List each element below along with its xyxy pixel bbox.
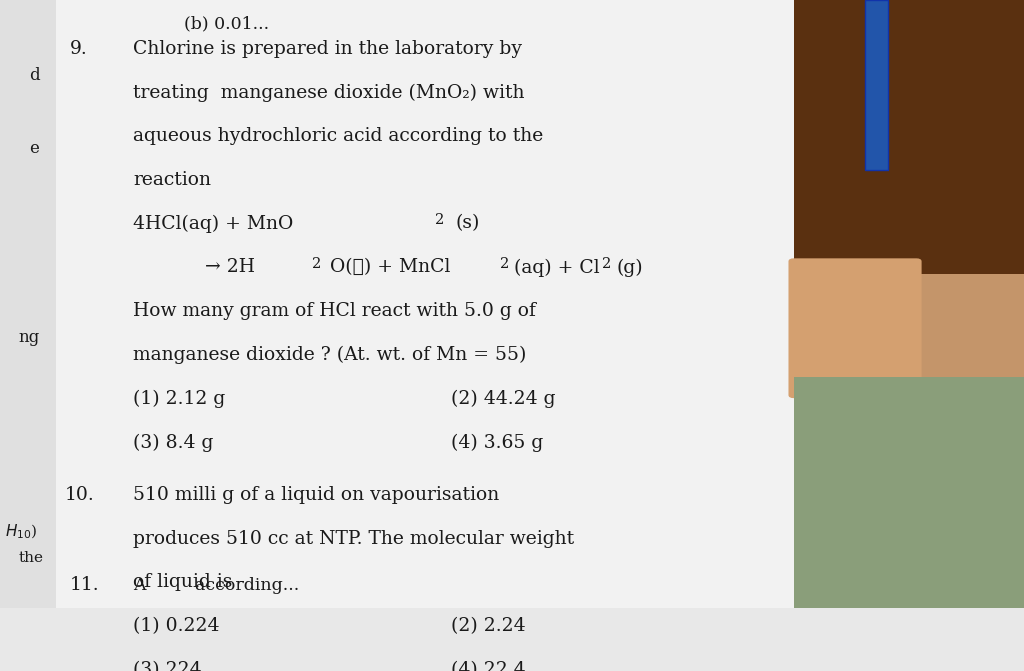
- Text: d: d: [29, 68, 39, 85]
- Text: 2: 2: [312, 256, 322, 270]
- Text: (1) 2.12 g: (1) 2.12 g: [133, 390, 225, 408]
- FancyBboxPatch shape: [865, 0, 888, 170]
- Text: A         according...: A according...: [133, 578, 299, 595]
- Text: (2) 44.24 g: (2) 44.24 g: [451, 390, 555, 408]
- Text: ng: ng: [18, 329, 40, 346]
- Text: 9.: 9.: [70, 40, 87, 58]
- FancyBboxPatch shape: [788, 258, 922, 398]
- Text: → 2H: → 2H: [205, 258, 255, 276]
- Text: manganese dioxide ? (At. wt. of Mn = 55): manganese dioxide ? (At. wt. of Mn = 55): [133, 346, 526, 364]
- Text: (2) 2.24: (2) 2.24: [451, 617, 525, 635]
- Text: (aq) + Cl: (aq) + Cl: [514, 258, 600, 276]
- Text: (s): (s): [456, 215, 480, 233]
- Text: of liquid is -: of liquid is -: [133, 574, 245, 591]
- Text: 4HCl(aq) + MnO: 4HCl(aq) + MnO: [133, 215, 293, 233]
- Text: 2: 2: [500, 256, 509, 270]
- Text: (b) 0.01...: (b) 0.01...: [184, 15, 269, 32]
- FancyBboxPatch shape: [794, 377, 1024, 608]
- Text: How many gram of HCl react with 5.0 g of: How many gram of HCl react with 5.0 g of: [133, 302, 536, 320]
- Text: aqueous hydrochloric acid according to the: aqueous hydrochloric acid according to t…: [133, 127, 544, 145]
- Text: e: e: [29, 140, 39, 158]
- Text: 10.: 10.: [65, 486, 94, 504]
- Text: treating  manganese dioxide (MnO₂) with: treating manganese dioxide (MnO₂) with: [133, 83, 524, 101]
- FancyBboxPatch shape: [794, 0, 1024, 608]
- Text: 2: 2: [602, 256, 611, 270]
- Text: 510 milli g of a liquid on vapourisation: 510 milli g of a liquid on vapourisation: [133, 486, 500, 504]
- Text: 2: 2: [435, 213, 444, 227]
- Text: (g): (g): [616, 258, 643, 276]
- Text: (3) 224: (3) 224: [133, 661, 202, 671]
- Text: reaction: reaction: [133, 171, 211, 189]
- FancyBboxPatch shape: [56, 0, 794, 608]
- Text: $H_{10}$): $H_{10}$): [5, 523, 37, 541]
- Text: produces 510 cc at NTP. The molecular weight: produces 510 cc at NTP. The molecular we…: [133, 529, 574, 548]
- Text: (3) 8.4 g: (3) 8.4 g: [133, 433, 213, 452]
- Text: (4) 22.4: (4) 22.4: [451, 661, 525, 671]
- Text: (4) 3.65 g: (4) 3.65 g: [451, 433, 543, 452]
- Text: the: the: [18, 551, 43, 565]
- Text: (1) 0.224: (1) 0.224: [133, 617, 219, 635]
- FancyBboxPatch shape: [794, 0, 1024, 274]
- Text: 11.: 11.: [70, 576, 99, 595]
- FancyBboxPatch shape: [0, 0, 56, 608]
- Text: Chlorine is prepared in the laboratory by: Chlorine is prepared in the laboratory b…: [133, 40, 522, 58]
- Text: O(ℓ) + MnCl: O(ℓ) + MnCl: [330, 258, 451, 276]
